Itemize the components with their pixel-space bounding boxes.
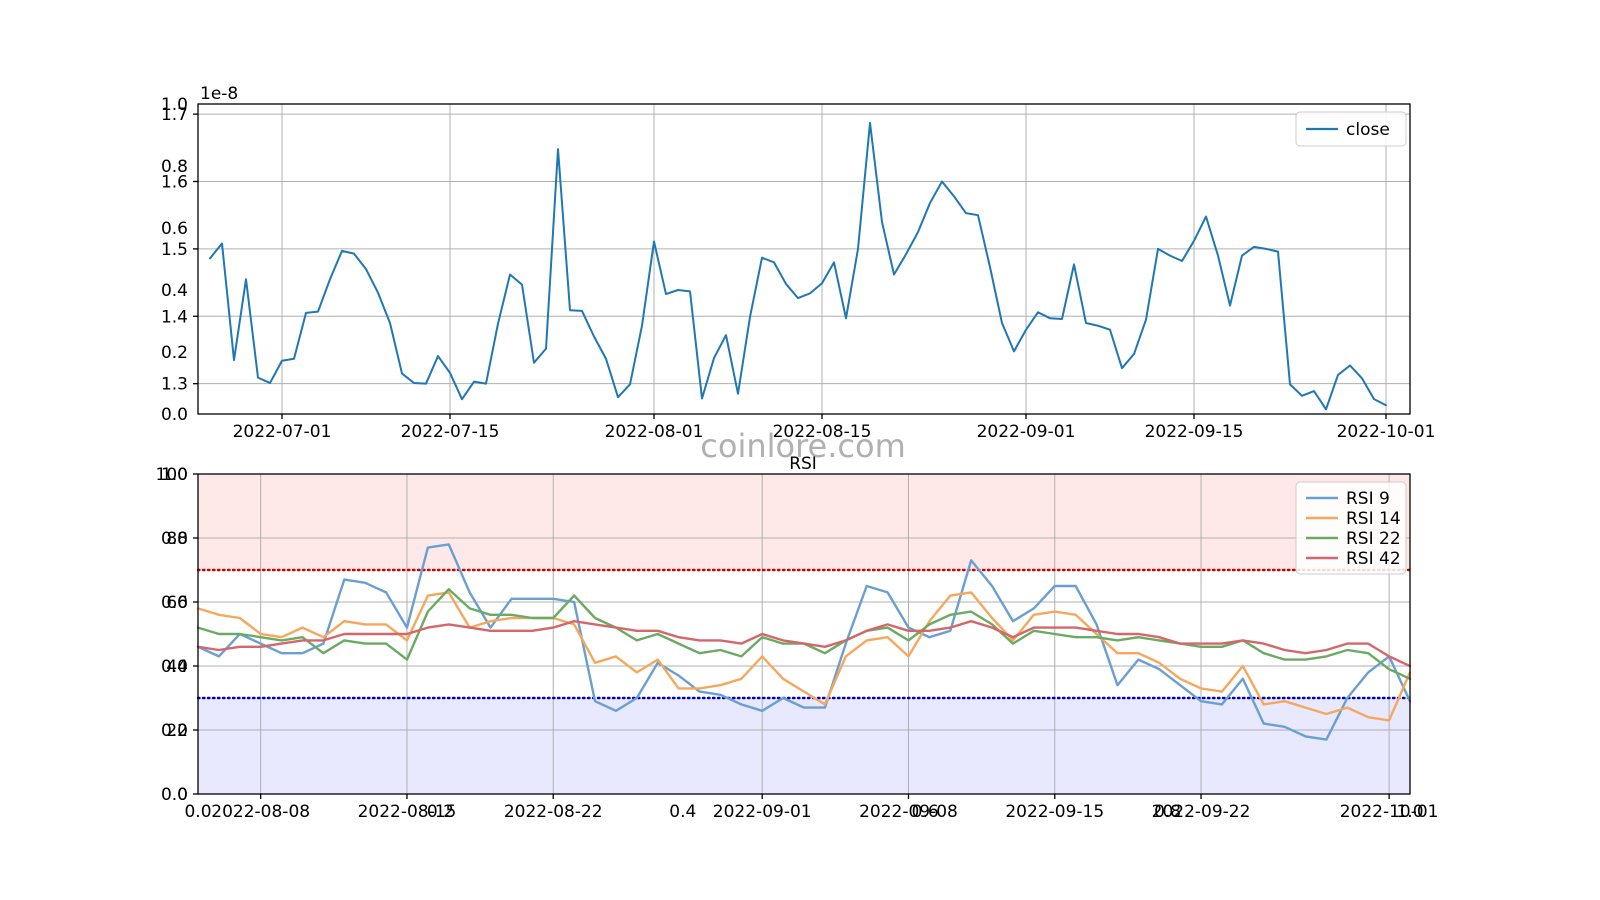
rsi-secondary-y-tick-4: 0.8 — [161, 529, 188, 549]
rsi-gridlines — [198, 474, 1410, 794]
rsi-x-tick-5: 2022-09-15 — [1005, 802, 1104, 822]
rsi-x-tick-6: 2022-09-22 — [1152, 802, 1251, 822]
price-y-tick-1: 1.4 — [161, 307, 188, 327]
price-secondary-y-tick-0: 0.0 — [161, 405, 188, 425]
price-legend[interactable]: close — [1295, 111, 1407, 147]
price-secondary-y-tick-5: 1.0 — [161, 95, 188, 115]
rsi-panel: 0 20 40 60 80 100 0.0 0.2 0.4 0.6 0.8 1.0 2022-08-… — [156, 454, 1439, 822]
rsi-band-overbought — [198, 474, 1410, 570]
rsi-secondary-y-tick-5: 1.0 — [161, 465, 188, 485]
rsi-panel-title: RSI — [789, 454, 817, 474]
rsi-y-tick-5: 100 — [156, 465, 188, 485]
rsi-y-tick-3: 60 — [166, 593, 188, 613]
rsi-x-tick-1: 2022-08-15 — [358, 802, 457, 822]
rsi-x-tick-labels: 2022-08-08 2022-08-15 2022-08-22 2022-09-01… — [211, 794, 1439, 822]
rsi-secondary-x-tick-2: 0.4 — [669, 802, 696, 822]
price-x-tick-3: 2022-08-15 — [773, 422, 872, 442]
rsi-legend-label-3[interactable]: RSI 42 — [1346, 549, 1401, 569]
rsi-y-tick-2: 40 — [166, 657, 188, 677]
rsi-secondary-x-tick-1: 0.2 — [427, 802, 454, 822]
rsi-threshold-lines — [196, 568, 1412, 700]
price-x-tick-5: 2022-09-15 — [1145, 422, 1244, 442]
price-secondary-y-tick-labels: 0.0 0.2 0.4 0.6 0.8 1.0 — [161, 95, 188, 425]
watermark: coinlore.com — [700, 427, 905, 465]
price-y-tick-0: 1.3 — [161, 375, 188, 395]
rsi-secondary-y-tick-3: 0.6 — [161, 593, 188, 613]
rsi-x-tick-2: 2022-08-22 — [504, 802, 603, 822]
rsi-legend-label-2[interactable]: RSI 22 — [1346, 529, 1401, 549]
rsi-y-tick-4: 80 — [166, 529, 188, 549]
price-x-tick-0: 2022-07-01 — [233, 422, 332, 442]
rsi-threshold-bands — [198, 474, 1410, 794]
rsi-secondary-y-tick-labels: 0.0 0.2 0.4 0.6 0.8 1.0 — [161, 465, 188, 805]
price-secondary-y-tick-1: 0.2 — [161, 343, 188, 363]
price-axes-spines — [197, 103, 1411, 415]
rsi-y-tick-1: 20 — [166, 721, 188, 741]
price-panel: 1.3 1.4 1.5 1.6 1.7 0.0 0.2 0.4 0.6 0.8 1.0 2022-… — [161, 84, 1435, 442]
rsi-secondary-x-tick-4: 0.8 — [1154, 802, 1181, 822]
price-y-offset-text: 1e-8 — [200, 84, 238, 104]
rsi-secondary-x-tick-5: 1.0 — [1396, 802, 1423, 822]
rsi-series-0 — [196, 543, 1412, 741]
rsi-series-lines — [196, 543, 1412, 741]
rsi-y-tick-labels: 0 20 40 60 80 100 — [156, 465, 198, 805]
rsi-axes-spines — [197, 473, 1411, 795]
price-secondary-y-tick-4: 0.8 — [161, 157, 188, 177]
rsi-secondary-x-tick-labels: 0.0 0.2 0.4 0.6 0.8 1.0 — [184, 802, 1423, 822]
price-y-tick-2: 1.5 — [161, 240, 188, 260]
price-secondary-y-tick-3: 0.6 — [161, 219, 188, 239]
price-x-tick-2: 2022-08-01 — [605, 422, 704, 442]
price-y-tick-3: 1.6 — [161, 173, 188, 193]
rsi-x-tick-0: 2022-08-08 — [211, 802, 310, 822]
price-close-line — [209, 121, 1387, 411]
rsi-legend-label-0[interactable]: RSI 9 — [1346, 489, 1390, 509]
rsi-series-3 — [196, 620, 1412, 668]
rsi-secondary-x-tick-0: 0.0 — [184, 802, 211, 822]
price-secondary-y-tick-2: 0.4 — [161, 281, 188, 301]
price-y-tick-labels: 1.3 1.4 1.5 1.6 1.7 — [161, 105, 198, 395]
rsi-legend-label-1[interactable]: RSI 14 — [1346, 509, 1401, 529]
price-plot-background — [198, 104, 1410, 414]
rsi-y-tick-0: 0 — [177, 785, 188, 805]
price-x-tick-1: 2022-07-15 — [401, 422, 500, 442]
price-x-tick-4: 2022-09-01 — [977, 422, 1076, 442]
price-y-tick-4: 1.7 — [161, 105, 188, 125]
price-x-tick-6: 2022-10-01 — [1337, 422, 1436, 442]
price-legend-label-0[interactable]: close — [1346, 120, 1390, 140]
rsi-x-tick-3: 2022-09-01 — [713, 802, 812, 822]
rsi-band-oversold — [198, 698, 1410, 794]
rsi-secondary-y-tick-1: 0.2 — [161, 721, 188, 741]
rsi-secondary-y-tick-0: 0.0 — [161, 785, 188, 805]
price-x-tick-labels: 2022-07-01 2022-07-15 2022-08-01 2022-08-15… — [233, 414, 1436, 442]
rsi-secondary-x-tick-3: 0.6 — [912, 802, 939, 822]
rsi-x-tick-4: 2022-09-08 — [859, 802, 958, 822]
price-gridlines — [198, 104, 1410, 414]
rsi-x-tick-7: 2022-10-01 — [1340, 802, 1439, 822]
rsi-secondary-y-tick-2: 0.4 — [161, 657, 188, 677]
